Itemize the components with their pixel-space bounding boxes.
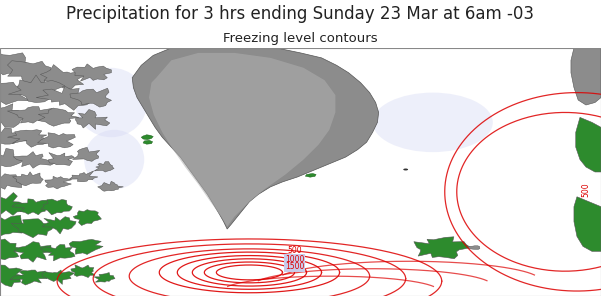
Polygon shape [71,265,95,278]
Ellipse shape [373,93,493,152]
Polygon shape [73,147,100,161]
Polygon shape [8,75,65,103]
Circle shape [403,168,408,170]
Polygon shape [0,215,26,237]
Polygon shape [0,174,22,189]
Text: 1000: 1000 [285,255,304,264]
Polygon shape [12,199,55,215]
Text: Freezing level contours: Freezing level contours [223,32,378,45]
Polygon shape [97,181,123,191]
Polygon shape [69,239,103,255]
Polygon shape [414,237,471,259]
Polygon shape [72,64,111,81]
Ellipse shape [84,130,144,189]
Polygon shape [70,88,112,107]
Polygon shape [14,242,59,262]
Polygon shape [94,273,115,282]
Polygon shape [76,110,110,129]
Polygon shape [143,140,153,144]
Polygon shape [69,171,98,182]
Polygon shape [38,108,79,126]
Text: Precipitation for 3 hrs ending Sunday 23 Mar at 6am -03: Precipitation for 3 hrs ending Sunday 23… [67,5,534,23]
Polygon shape [40,244,75,261]
Polygon shape [571,48,601,105]
Polygon shape [73,210,102,226]
Polygon shape [7,107,52,123]
Polygon shape [574,197,601,251]
Polygon shape [0,128,31,144]
Polygon shape [13,152,55,168]
Polygon shape [42,270,75,284]
Polygon shape [0,192,28,216]
Polygon shape [141,135,153,140]
Polygon shape [576,118,601,172]
Polygon shape [7,130,50,147]
Polygon shape [13,172,43,186]
Polygon shape [0,51,30,75]
Polygon shape [37,133,75,148]
Polygon shape [0,104,26,127]
Polygon shape [7,61,59,87]
Polygon shape [468,246,480,250]
Polygon shape [10,270,47,285]
Text: 500: 500 [287,246,302,255]
Polygon shape [40,65,90,89]
Polygon shape [11,219,54,238]
Polygon shape [0,265,25,287]
Polygon shape [149,53,335,226]
Text: 1500: 1500 [285,262,304,271]
Polygon shape [41,199,72,215]
Polygon shape [305,173,316,177]
Polygon shape [0,148,22,167]
Polygon shape [0,82,32,104]
Ellipse shape [75,68,147,137]
Polygon shape [45,176,72,189]
Polygon shape [0,239,23,263]
Polygon shape [49,153,75,165]
Text: 500: 500 [582,182,590,197]
Polygon shape [36,86,91,110]
Polygon shape [132,48,379,229]
Polygon shape [94,162,114,172]
Polygon shape [43,217,76,234]
